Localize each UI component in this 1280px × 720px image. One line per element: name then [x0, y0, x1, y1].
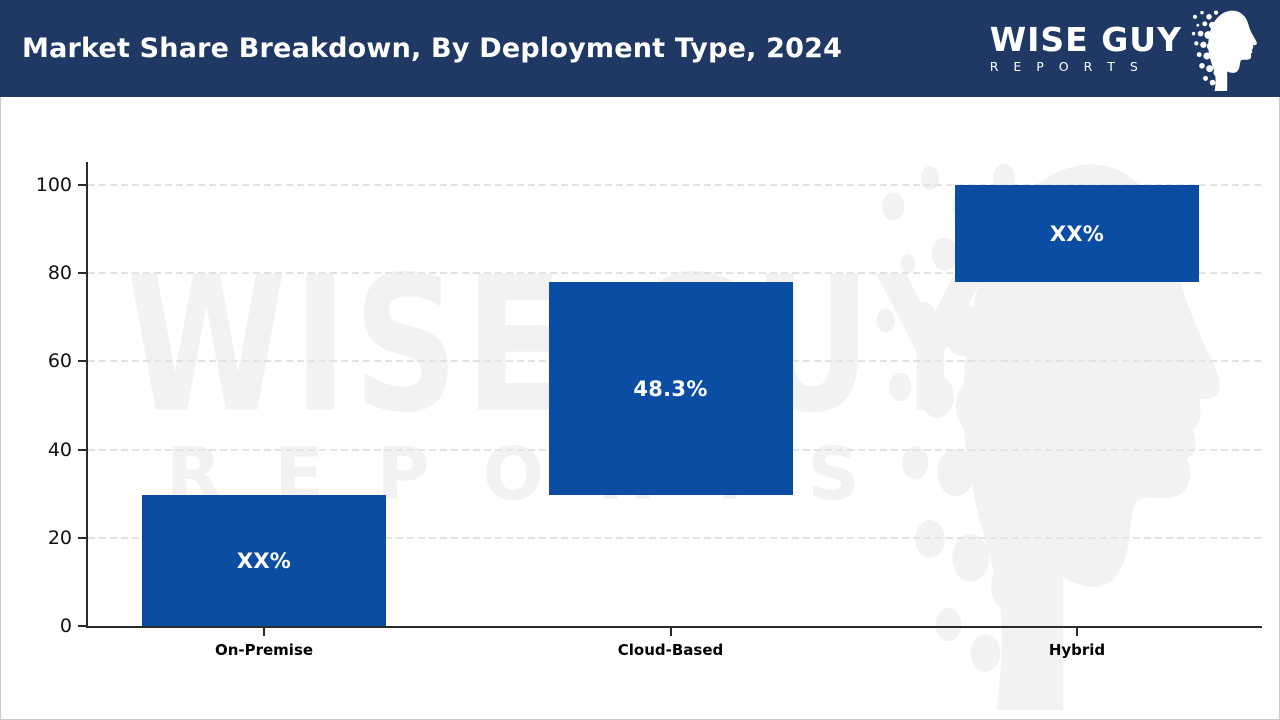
- header-bar: Market Share Breakdown, By Deployment Ty…: [0, 0, 1280, 97]
- y-axis-line: [86, 162, 88, 628]
- y-tick: [78, 448, 86, 451]
- y-tick-label: 40: [47, 438, 72, 461]
- y-tick-label: 100: [35, 174, 72, 196]
- x-tick: [669, 628, 672, 636]
- x-tick: [1076, 628, 1078, 636]
- bar-value-label: XX%: [1049, 221, 1105, 246]
- x-axis-line: [86, 626, 1262, 628]
- dotted-face-profile-icon: [1191, 10, 1257, 91]
- logo-subtext: R E P O R T S: [989, 59, 1144, 74]
- bar: XX%: [955, 185, 1199, 283]
- bar: 48.3%: [548, 282, 793, 496]
- y-tick: [78, 625, 86, 627]
- bar-value-label: 48.3%: [633, 376, 708, 401]
- y-tick-label: 80: [47, 262, 72, 285]
- brand-logo: WISE GUY R E P O R T S: [990, 7, 1258, 91]
- gridline: [88, 184, 1262, 186]
- logo-wordmark: WISE GUY: [989, 20, 1182, 59]
- bar-value-label: XX%: [236, 548, 292, 573]
- page-title: Market Share Breakdown, By Deployment Ty…: [22, 33, 843, 64]
- y-tick-label: 60: [47, 350, 72, 373]
- bar: XX%: [142, 495, 386, 626]
- y-tick-label: 20: [47, 526, 72, 549]
- x-tick-label: Cloud-Based: [617, 641, 724, 659]
- brand-logo-text: WISE GUY R E P O R T S: [990, 23, 1182, 74]
- y-tick-label: 0: [59, 615, 72, 637]
- x-tick-label: On-Premise: [214, 641, 314, 659]
- x-tick: [263, 628, 265, 636]
- gridline: [88, 272, 1262, 275]
- y-tick: [78, 360, 86, 363]
- y-tick: [78, 536, 86, 539]
- y-tick: [78, 272, 86, 275]
- y-tick: [78, 184, 86, 186]
- gridline: [88, 536, 1262, 539]
- x-tick-label: Hybrid: [1048, 641, 1106, 659]
